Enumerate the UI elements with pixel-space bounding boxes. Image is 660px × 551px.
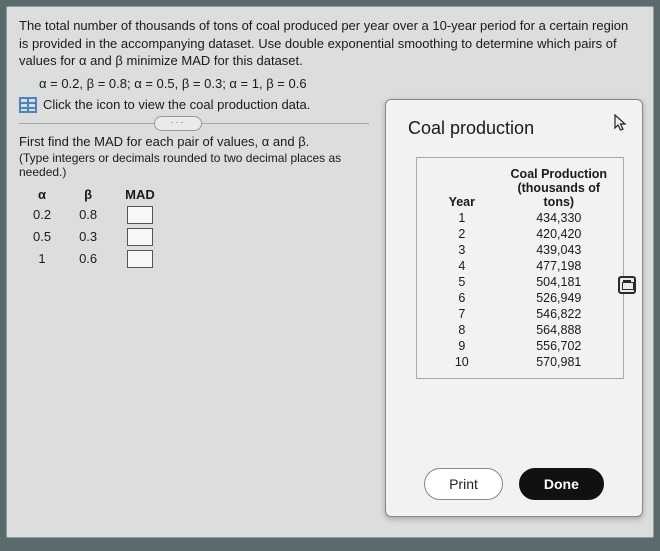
beta-cell: 0.3 [65,226,111,248]
col-value-l3: tons) [544,195,575,209]
expand-pill[interactable]: ··· [154,116,202,131]
mad-input-1[interactable] [127,206,153,224]
col-year: Year [423,166,501,210]
print-button[interactable]: Print [424,468,503,500]
data-row: 5504,181 [423,274,617,290]
data-frame: Year Coal Production (thousands of tons)… [416,157,624,379]
data-row: 1434,330 [423,210,617,226]
popup-title: Coal production [408,118,630,139]
year-cell: 5 [423,274,501,290]
mad-row: 0.5 0.3 [19,226,169,248]
data-row: 10570,981 [423,354,617,370]
value-cell: 439,043 [501,242,617,258]
popup-button-row: Print Done [386,468,642,500]
header-alpha: α [19,185,65,204]
year-cell: 4 [423,258,501,274]
value-cell: 546,822 [501,306,617,322]
col-value: Coal Production (thousands of tons) [501,166,617,210]
data-row: 2420,420 [423,226,617,242]
year-cell: 9 [423,338,501,354]
value-cell: 504,181 [501,274,617,290]
value-cell: 564,888 [501,322,617,338]
value-cell: 556,702 [501,338,617,354]
data-row: 8564,888 [423,322,617,338]
mad-header-row: α β MAD [19,185,169,204]
problem-statement: The total number of thousands of tons of… [19,17,641,70]
work-area: First find the MAD for each pair of valu… [19,134,359,270]
alpha-cell: 0.2 [19,204,65,226]
col-value-l1: Coal Production [511,167,608,181]
header-beta: β [65,185,111,204]
value-cell: 434,330 [501,210,617,226]
parameter-list: α = 0.2, β = 0.8; α = 0.5, β = 0.3; α = … [39,76,641,91]
question-panel: The total number of thousands of tons of… [6,6,654,538]
data-row: 3439,043 [423,242,617,258]
mad-table: α β MAD 0.2 0.8 0.5 0.3 1 0.6 [19,185,169,270]
instruction-text: First find the MAD for each pair of valu… [19,134,359,149]
mad-input-3[interactable] [127,250,153,268]
year-cell: 3 [423,242,501,258]
mad-row: 0.2 0.8 [19,204,169,226]
mad-input-2[interactable] [127,228,153,246]
mad-row: 1 0.6 [19,248,169,270]
data-row: 4477,198 [423,258,617,274]
view-data-link[interactable]: Click the icon to view the coal producti… [43,97,310,112]
col-value-l2: (thousands of [517,181,600,195]
year-cell: 1 [423,210,501,226]
table-icon[interactable] [19,97,37,113]
value-cell: 477,198 [501,258,617,274]
data-popup: Coal production Year Coal Production (th… [385,99,643,517]
data-table: Year Coal Production (thousands of tons)… [423,166,617,370]
header-mad: MAD [111,185,169,204]
year-cell: 6 [423,290,501,306]
section-divider: ··· [19,123,369,124]
year-cell: 7 [423,306,501,322]
year-cell: 2 [423,226,501,242]
value-cell: 420,420 [501,226,617,242]
alpha-cell: 1 [19,248,65,270]
data-row: 7546,822 [423,306,617,322]
beta-cell: 0.6 [65,248,111,270]
year-cell: 10 [423,354,501,370]
save-icon[interactable] [618,276,636,294]
data-row: 6526,949 [423,290,617,306]
alpha-cell: 0.5 [19,226,65,248]
value-cell: 570,981 [501,354,617,370]
rounding-note: (Type integers or decimals rounded to tw… [19,151,359,179]
done-button[interactable]: Done [519,468,604,500]
data-row: 9556,702 [423,338,617,354]
beta-cell: 0.8 [65,204,111,226]
year-cell: 8 [423,322,501,338]
value-cell: 526,949 [501,290,617,306]
